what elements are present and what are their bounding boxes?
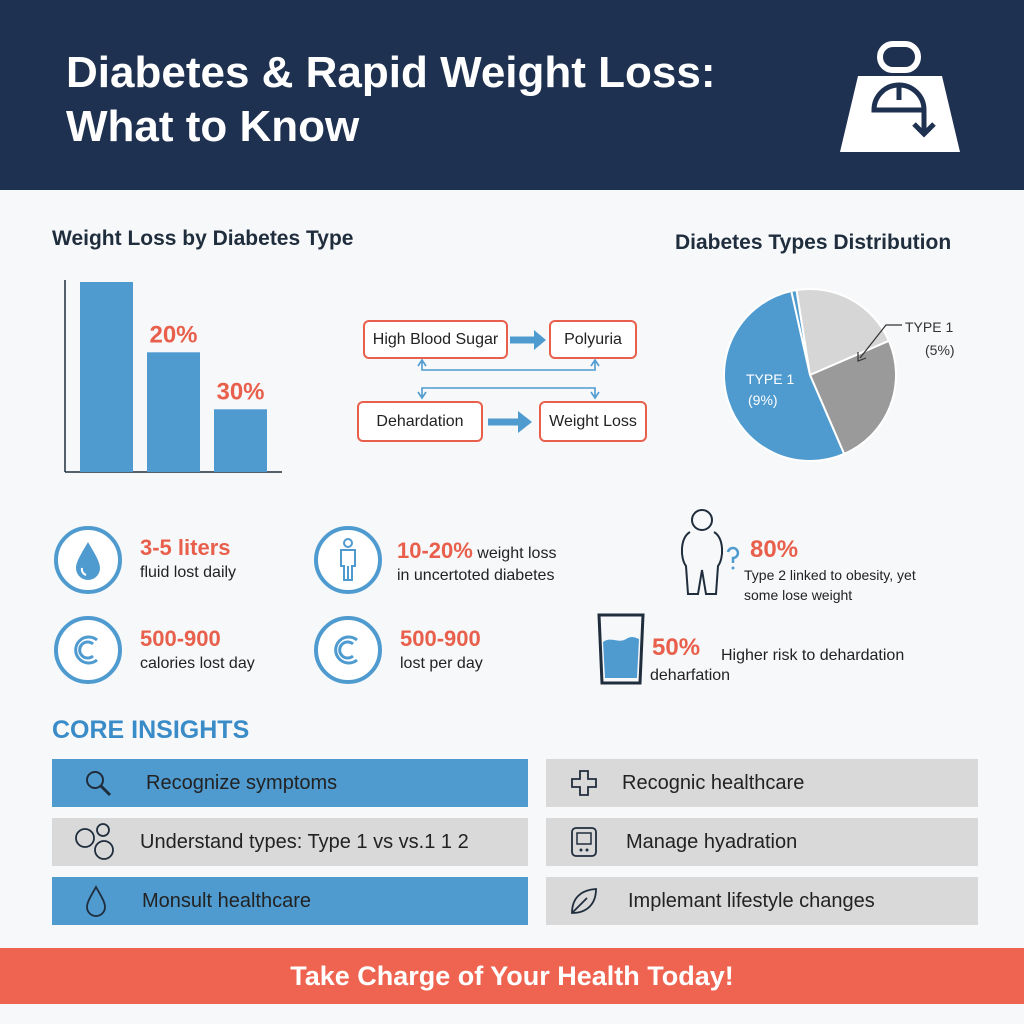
bar [214,409,267,472]
insight-consult-healthcare: Monsult healthcare [52,877,528,925]
bar [147,352,200,472]
water-drop-icon [76,885,116,917]
pie-slice [808,339,897,456]
stat-dehydration-sub: deharfation [650,667,731,684]
circles-icon [74,822,114,862]
calorie-icon [54,616,122,684]
title-line-2: What to Know [66,102,360,151]
water-glass-icon [597,613,645,685]
page-title: Diabetes & Rapid Weight Loss: What to Kn… [66,46,826,154]
insight-recognize-symptoms: Recognize symptoms [52,759,528,807]
pie-callout-line [859,324,902,359]
medical-cross-icon [564,769,604,797]
pie-chart-title: Diabetes Types Distribution [675,231,952,254]
pie-label: TYPE 1 [905,319,953,335]
stat-weight-loss: 10-20% weight loss in uncertoted diabete… [397,538,557,584]
insight-lifestyle-changes: Implemant lifestyle changes [546,877,978,925]
magnifier-icon [78,768,118,798]
pie-slice [795,288,891,377]
stat-lost-per-day: 500-900 lost per day [400,626,483,672]
insight-manage-hydration: Manage hyadration [546,818,978,866]
flow-node-dehydration: Dehardation [357,401,483,442]
bar-data-label: 30% [216,378,264,405]
pie-label: TYPE 1 [746,371,794,387]
water-drop-icon [54,526,122,594]
stat-dehydration-label: Higher risk to dehardation [721,647,905,664]
pie-label: (5%) [925,342,955,358]
call-to-action-banner[interactable]: Take Charge of Your Health Today! [0,948,1024,1004]
weight-scale-down-icon [840,41,960,152]
bar-chart: 20% 30% [64,280,282,473]
obese-person-question-icon [680,509,740,595]
pie-callout-arrow [857,352,867,362]
pie-label: (9%) [748,392,778,408]
insight-recognic-healthcare: Recognic healthcare [546,759,978,807]
cta-text: Take Charge of Your Health Today! [290,960,734,991]
header-banner: Diabetes & Rapid Weight Loss: What to Kn… [0,0,1024,190]
bar-data-label: 20% [149,321,197,348]
bar-chart-title: Weight Loss by Diabetes Type [52,227,354,250]
stat-calories: 500-900 calories lost day [140,626,255,672]
calorie-icon [314,616,382,684]
flow-node-weight-loss: Weight Loss [539,401,647,442]
person-icon [314,526,382,594]
core-insights-title: CORE INSIGHTS [52,716,250,744]
flow-node-polyuria: Polyuria [549,320,637,359]
flow-node-high-blood-sugar: High Blood Sugar [363,320,508,359]
pie-chart: TYPE 1 (9%) TYPE 1 (5%) [723,288,955,462]
leaf-icon [564,886,604,916]
title-line-1: Diabetes & Rapid Weight Loss: [66,48,716,97]
stat-obesity: 80% [750,536,799,563]
bar [80,282,133,472]
insight-understand-types: Understand types: Type 1 vs vs.1 1 2 [52,818,528,866]
pie-slice [723,289,846,462]
stat-obesity-text: Type 2 linked to obesity, yet some lose … [744,567,916,603]
stat-dehydration-value: 50% [652,634,701,661]
stat-fluid: 3-5 liters fluid lost daily [140,535,237,581]
glucose-meter-icon [564,826,604,858]
flow-connectors [417,330,600,433]
